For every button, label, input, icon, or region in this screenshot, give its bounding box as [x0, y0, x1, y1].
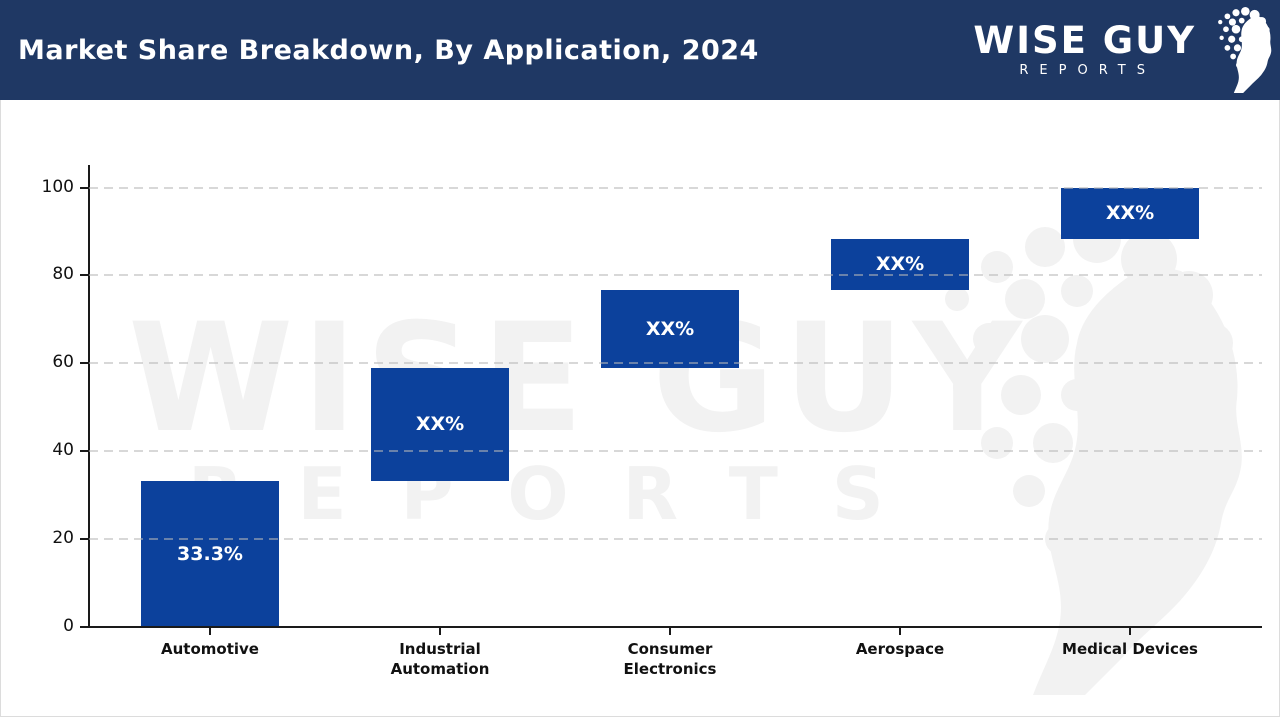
x-axis-label-line: Industrial: [399, 640, 481, 658]
x-axis-label-line: Aerospace: [855, 640, 945, 658]
bar-industrial-automation: [371, 368, 509, 481]
x-axis-label-line: Automotive: [161, 640, 259, 658]
x-axis-label-consumer-electronics: Consumer Electronics: [555, 639, 785, 679]
logo-wordmark: WISE GUY REPORTS: [973, 19, 1196, 79]
x-tick-mark: [899, 628, 901, 635]
gridline-40: [89, 450, 1262, 453]
x-axis-label-line: Medical Devices: [1062, 640, 1198, 658]
gridline-100: [89, 186, 1262, 189]
y-tick-label: 80: [52, 264, 74, 285]
x-axis-label-line: Consumer: [627, 640, 713, 658]
bar-value-label-consumer-electronics: XX%: [645, 318, 695, 340]
y-tick-mark: [80, 538, 88, 541]
x-axis-label-aerospace: Aerospace: [785, 639, 1015, 659]
header: Market Share Breakdown, By Application, …: [0, 0, 1280, 100]
logo-wordmark-line1: WISE GUY: [973, 19, 1196, 62]
y-tick-label: 100: [41, 176, 74, 197]
x-tick-mark: [669, 628, 671, 635]
x-axis-spine: [88, 626, 1262, 628]
y-axis-spine: [88, 165, 90, 628]
y-tick-label: 60: [52, 352, 74, 373]
y-tick-label: 0: [63, 616, 74, 636]
logo-wordmark-line2: REPORTS: [1019, 63, 1156, 78]
watermark-reports: REPORTS: [188, 452, 938, 536]
bar-consumer-electronics: [601, 289, 739, 369]
x-tick-mark: [439, 628, 441, 635]
y-tick-mark: [80, 186, 88, 189]
page-title: Market Share Breakdown, By Application, …: [18, 34, 759, 66]
brand-logo: WISE GUY REPORTS: [973, 7, 1272, 93]
bar-value-label-aerospace: XX%: [875, 253, 925, 276]
bar-aerospace: [831, 238, 969, 290]
gridline-80: [89, 274, 1262, 277]
y-tick-label: 20: [52, 528, 74, 549]
y-tick-mark: [80, 450, 88, 453]
bar-medical-devices: [1061, 187, 1199, 239]
dotted-head-logo-icon: [1200, 7, 1272, 93]
x-axis-label-line: Automation: [390, 660, 490, 678]
x-tick-mark: [209, 628, 211, 635]
x-axis-label-industrial-automation: Industrial Automation: [325, 639, 555, 679]
bar-automotive: [141, 480, 279, 627]
bar-value-label-industrial-automation: XX%: [415, 413, 465, 436]
y-tick-mark: [80, 274, 88, 277]
gridline-60: [89, 362, 1262, 365]
x-axis-label-medical-devices: Medical Devices: [1015, 639, 1245, 659]
y-tick-mark: [80, 626, 88, 628]
y-tick-mark: [80, 362, 88, 365]
bar-value-label-medical-devices: XX%: [1105, 202, 1155, 225]
chart-area: WISE GUY REPORTS 0 20 40 60 80 100 33.3% Automo…: [0, 100, 1280, 720]
bar-value-label-automotive: 33.3%: [177, 542, 243, 565]
x-axis-label-line: Electronics: [623, 660, 717, 678]
watermark-wordmark: WISE GUY: [128, 292, 1030, 466]
y-tick-label: 40: [52, 440, 74, 461]
gridline-20: [89, 538, 1262, 541]
x-axis-label-automotive: Automotive: [95, 639, 325, 659]
x-tick-mark: [1129, 628, 1131, 635]
